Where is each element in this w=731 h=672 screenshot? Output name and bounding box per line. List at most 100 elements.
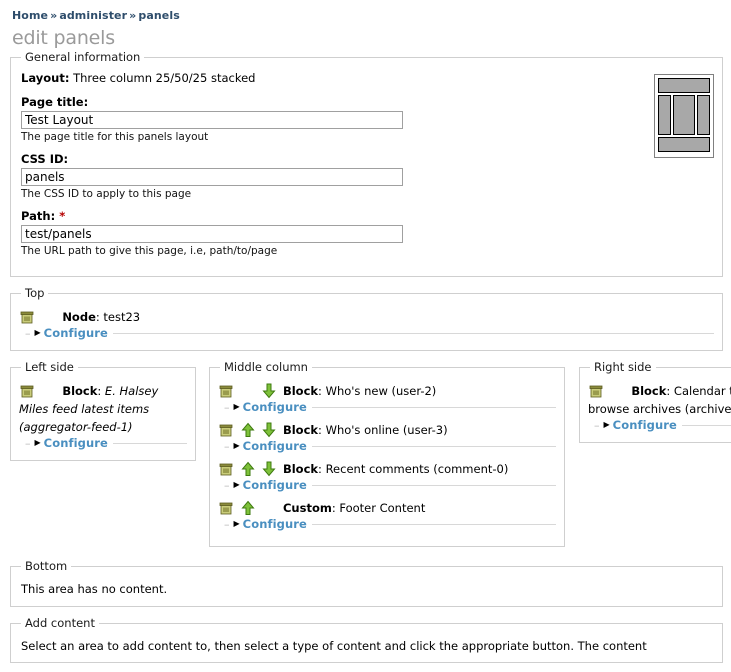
layout-summary: Layout: Three column 25/50/25 stacked xyxy=(21,71,714,85)
layout-thumbnail-icon xyxy=(654,74,714,158)
region-right-side: Right side Block: Calendar to browse arc… xyxy=(579,360,731,443)
css-id-description: The CSS ID to apply to this page xyxy=(21,188,192,200)
region-top-panes: Node: test23 – ▶ Configure xyxy=(19,308,714,340)
path-label: Path: * xyxy=(21,209,714,223)
collapse-dash-icon: – xyxy=(594,418,600,432)
css-id-input[interactable] xyxy=(21,168,403,186)
configure-link[interactable]: Configure xyxy=(43,436,108,450)
layout-thumb-left-col xyxy=(658,95,671,135)
configure-link[interactable]: Configure xyxy=(242,439,307,453)
divider xyxy=(311,406,556,408)
pane: Block: E. Halsey Miles feed latest items… xyxy=(19,382,187,450)
page-title: edit panels xyxy=(12,27,115,49)
layout-thumb-right-col xyxy=(697,95,710,135)
add-content-fieldset: Add content Select an area to add conten… xyxy=(10,616,723,663)
pane: Block: Who's new (user-2) – ▶ Configure xyxy=(218,382,556,414)
path-input[interactable] xyxy=(21,225,403,243)
pane-header: Block: Who's new (user-2) xyxy=(218,382,556,400)
breadcrumb-item-administer[interactable]: administer xyxy=(59,9,128,22)
configure-link[interactable]: Configure xyxy=(242,400,307,414)
move-up-icon[interactable] xyxy=(240,500,256,516)
pane: Block: Who's online (user-3) – ▶ Configu… xyxy=(218,421,556,453)
trash-icon[interactable] xyxy=(218,500,234,516)
arrow-placeholder xyxy=(41,309,59,325)
css-id-label-text: CSS ID: xyxy=(21,152,69,166)
collapse-dash-icon: – xyxy=(25,326,31,340)
pane-header: Block: Recent comments (comment-0) xyxy=(218,460,556,478)
collapse-dash-icon: – xyxy=(25,436,31,450)
pane-title: test23 xyxy=(103,310,141,324)
pane-type-label: Block xyxy=(631,384,667,398)
layout-thumb-bottom-row xyxy=(658,137,710,152)
collapse-dash-icon: – xyxy=(224,400,230,414)
breadcrumb-separator: » xyxy=(129,9,137,22)
pane: Block: Recent comments (comment-0) – ▶ C… xyxy=(218,460,556,492)
configure-link[interactable]: Configure xyxy=(242,517,307,531)
pane-header: Block: E. Halsey Miles feed latest items… xyxy=(19,382,187,436)
pane: Node: test23 – ▶ Configure xyxy=(19,308,714,340)
triangle-right-icon: ▶ xyxy=(233,519,240,528)
divider xyxy=(311,484,556,486)
pane-type-label: Node xyxy=(62,310,96,324)
layout-thumb-center-col xyxy=(673,95,695,135)
configure-row: – ▶ Configure xyxy=(218,439,556,453)
pane-separator: : xyxy=(318,384,322,398)
collapse-dash-icon: – xyxy=(224,439,230,453)
triangle-right-icon: ▶ xyxy=(34,328,41,337)
breadcrumb: Home» administer» panels xyxy=(0,0,731,22)
region-right-legend: Right side xyxy=(594,360,652,374)
breadcrumb-item-home[interactable]: Home xyxy=(12,9,49,22)
trash-icon[interactable] xyxy=(218,422,234,438)
move-up-icon[interactable] xyxy=(240,461,256,477)
region-bottom-empty-text: This area has no content. xyxy=(21,582,168,596)
trash-icon[interactable] xyxy=(218,461,234,477)
breadcrumb-separator: » xyxy=(50,9,58,22)
move-down-icon[interactable] xyxy=(261,383,277,399)
arrow-placeholder xyxy=(240,383,258,399)
configure-link[interactable]: Configure xyxy=(43,326,108,340)
divider xyxy=(112,442,187,444)
pane-title: Who's new (user-2) xyxy=(325,384,437,398)
region-bottom: Bottom This area has no content. xyxy=(10,559,723,607)
pane-separator: : xyxy=(318,423,322,437)
configure-link[interactable]: Configure xyxy=(612,418,677,432)
move-down-icon[interactable] xyxy=(261,422,277,438)
collapse-dash-icon: – xyxy=(224,478,230,492)
css-id-label: CSS ID: xyxy=(21,152,714,166)
pane: Block: Calendar to browse archives (arch… xyxy=(588,382,731,432)
move-up-icon[interactable] xyxy=(240,422,256,438)
region-columns: Left side Block: E. Halsey Miles feed la… xyxy=(0,360,731,547)
arrow-placeholder xyxy=(261,500,279,516)
configure-row: – ▶ Configure xyxy=(218,517,556,531)
move-down-icon[interactable] xyxy=(261,461,277,477)
configure-row: – ▶ Configure xyxy=(218,478,556,492)
pane-header: Block: Who's online (user-3) xyxy=(218,421,556,439)
triangle-right-icon: ▶ xyxy=(603,420,610,429)
trash-icon[interactable] xyxy=(19,383,35,399)
pane: Custom: Footer Content – ▶ Configure xyxy=(218,499,556,531)
region-top: Top Node: test23 – ▶ Configure xyxy=(10,286,723,351)
pane-type-label: Block xyxy=(282,462,319,476)
divider xyxy=(681,424,731,426)
divider xyxy=(311,523,556,525)
region-middle-column: Middle column Block: Who's new (user-2) … xyxy=(209,360,565,547)
trash-icon[interactable] xyxy=(19,309,35,325)
pane-title: Calendar to browse archives (archive-0) xyxy=(588,384,731,416)
page-title-input[interactable] xyxy=(21,111,403,129)
pane-separator: : xyxy=(95,310,100,324)
configure-row: – ▶ Configure xyxy=(19,436,187,450)
path-description: The URL path to give this page, i.e, pat… xyxy=(21,245,278,257)
pane-separator: : xyxy=(666,384,671,398)
triangle-right-icon: ▶ xyxy=(34,438,41,447)
path-form-item: Path: * The URL path to give this page, … xyxy=(21,209,714,257)
configure-link[interactable]: Configure xyxy=(242,478,307,492)
trash-icon[interactable] xyxy=(588,383,604,399)
trash-icon[interactable] xyxy=(218,383,234,399)
pane-separator: : xyxy=(97,384,102,398)
breadcrumb-item-panels[interactable]: panels xyxy=(138,9,180,22)
triangle-right-icon: ▶ xyxy=(233,441,240,450)
page-title-description: The page title for this panels layout xyxy=(21,131,209,143)
pane-type-label: Block xyxy=(62,384,98,398)
triangle-right-icon: ▶ xyxy=(233,480,240,489)
pane-separator: : xyxy=(318,462,322,476)
